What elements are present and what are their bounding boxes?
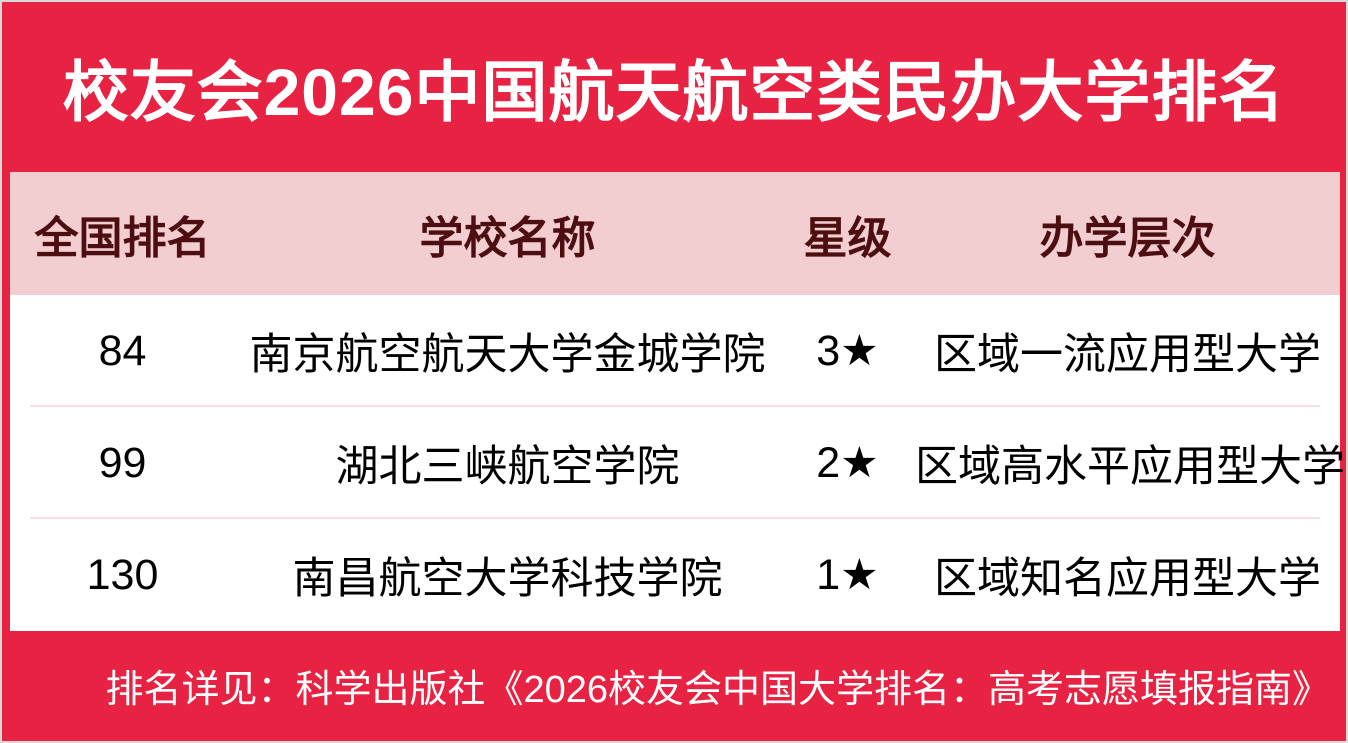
cell-school-name: 南京航空航天大学金城学院	[249, 331, 766, 379]
cell-education-tier: 区域高水平应用型大学	[915, 443, 1345, 491]
cell-star-level: 2★	[816, 439, 879, 487]
table-row: 84 南京航空航天大学金城学院 3★ 区域一流应用型大学	[10, 295, 1340, 407]
footer-note: 排名详见：科学出版社《2026校友会中国大学排名：高考志愿填报指南》	[105, 668, 1330, 711]
table-header-row: 全国排名 学校名称 星级 办学层次	[10, 172, 1340, 295]
ranking-table: 全国排名 学校名称 星级 办学层次 84 南京航空航天大学金城学院 3★ 区域一…	[10, 172, 1345, 631]
cell-education-tier: 区域一流应用型大学	[934, 331, 1321, 379]
cell-star-level: 1★	[816, 551, 879, 599]
column-header-national-rank: 全国排名	[34, 213, 211, 263]
cell-star-level: 3★	[816, 327, 879, 375]
column-header-school-name: 学校名称	[419, 213, 596, 263]
cell-education-tier: 区域知名应用型大学	[934, 555, 1321, 603]
table-body: 84 南京航空航天大学金城学院 3★ 区域一流应用型大学 99 湖北三峡航空学院…	[10, 295, 1345, 631]
column-header-star-level: 星级	[803, 213, 892, 263]
page-title: 校友会2026中国航天航空类民办大学排名	[62, 55, 1286, 129]
table-row: 130 南昌航空大学科技学院 1★ 区域知名应用型大学	[10, 519, 1340, 631]
title-bar: 校友会2026中国航天航空类民办大学排名	[2, 2, 1346, 172]
cell-school-name: 南昌航空大学科技学院	[292, 555, 723, 603]
cell-national-rank: 99	[98, 438, 147, 487]
cell-national-rank: 130	[86, 550, 159, 599]
cell-school-name: 湖北三峡航空学院	[335, 443, 680, 491]
cell-national-rank: 84	[98, 326, 147, 375]
column-header-education-tier: 办学层次	[1039, 213, 1216, 263]
table-row: 99 湖北三峡航空学院 2★ 区域高水平应用型大学	[10, 407, 1345, 519]
